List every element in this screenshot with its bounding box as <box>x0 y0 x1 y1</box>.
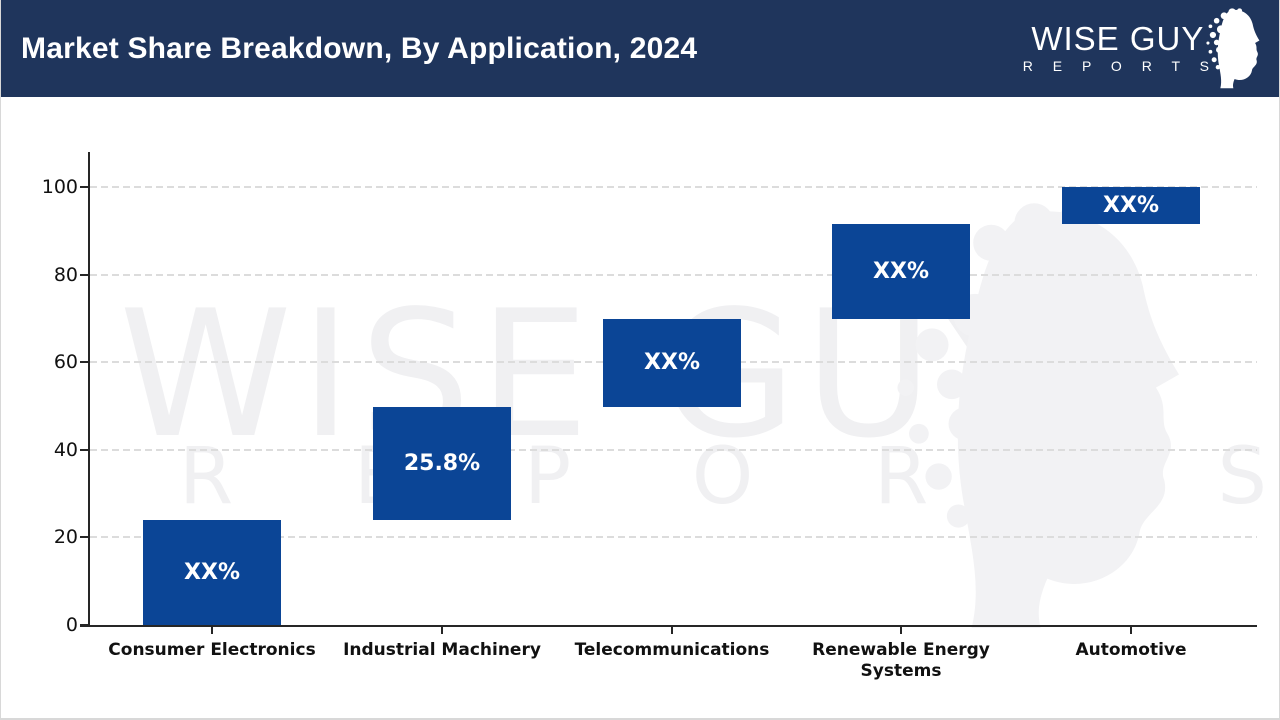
y-axis-tick <box>80 273 88 276</box>
y-axis-tick <box>80 361 88 364</box>
x-category-label: Telecommunications <box>574 640 770 660</box>
page-title: Market Share Breakdown, By Application, … <box>21 31 698 65</box>
x-axis-line <box>80 625 1257 627</box>
y-axis-tick <box>80 186 88 188</box>
x-axis-tick <box>211 627 213 634</box>
header: Market Share Breakdown, By Application, … <box>1 0 1279 97</box>
wise-guy-logo: WISE GUY R E P O R T S <box>1019 6 1265 90</box>
bar-segment: XX% <box>1062 187 1200 225</box>
gridline <box>90 273 1257 276</box>
x-category-label: Industrial Machinery <box>343 640 541 660</box>
y-axis-line <box>88 152 90 627</box>
gridline <box>90 186 1257 188</box>
x-category-label: Automotive <box>1075 640 1187 660</box>
bar-value-label: XX% <box>873 259 929 285</box>
watermark-face-graphic <box>897 203 1179 628</box>
x-category-label: Consumer Electronics <box>108 640 316 660</box>
x-category-label: Renewable Energy Systems <box>812 640 990 682</box>
x-axis-tick <box>1130 627 1132 634</box>
y-tick-label: 20 <box>53 526 78 549</box>
y-tick-label: 0 <box>65 614 78 636</box>
gridline <box>90 448 1257 451</box>
y-tick-label: 60 <box>53 351 78 374</box>
x-axis-tick <box>441 627 443 634</box>
y-tick-label: 100 <box>41 176 78 198</box>
bar-value-label: XX% <box>1103 193 1159 219</box>
bar-segment: 25.8% <box>373 406 511 520</box>
bar-segment: XX% <box>143 519 281 625</box>
bar-value-label: XX% <box>644 350 700 376</box>
y-axis-tick <box>80 536 88 539</box>
logo-text: WISE GUY R E P O R T S <box>1019 19 1217 75</box>
bar-value-label: 25.8% <box>403 450 481 476</box>
bar-segment: XX% <box>832 224 970 319</box>
wise-guy-face-icon <box>1206 8 1260 89</box>
gridline <box>90 536 1257 539</box>
bar-segment: XX% <box>603 318 741 407</box>
x-axis-tick <box>671 627 673 634</box>
logo-wordmark: WISE GUY <box>1031 19 1205 57</box>
y-axis-tick <box>80 448 88 451</box>
x-axis-tick <box>900 627 902 634</box>
bar-value-label: XX% <box>184 559 240 585</box>
y-tick-label: 40 <box>53 438 78 461</box>
logo-subtitle: R E P O R T S <box>1022 58 1217 75</box>
y-tick-label: 80 <box>53 263 78 286</box>
